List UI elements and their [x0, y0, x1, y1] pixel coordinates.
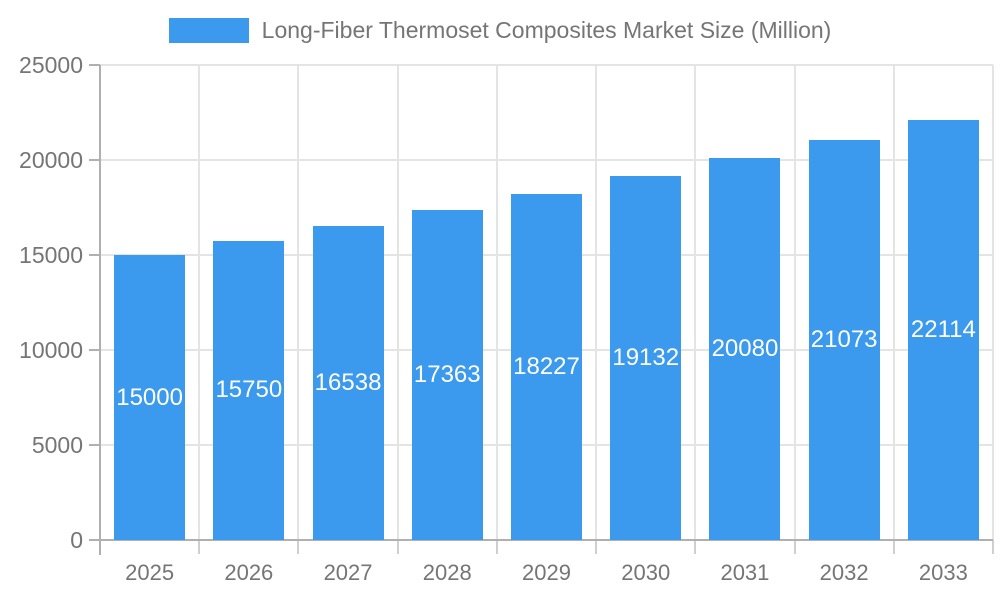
x-gridline — [198, 65, 201, 540]
x-axis-label: 2027 — [323, 560, 373, 585]
bar-value-label: 17363 — [413, 361, 481, 389]
bar-value-label: 15000 — [116, 383, 183, 411]
x-gridline — [297, 65, 300, 540]
y-tick — [89, 444, 100, 446]
x-tick — [198, 540, 201, 554]
y-axis-label: 5000 — [31, 432, 83, 458]
x-axis-label: 2031 — [720, 560, 770, 585]
x-gridline — [892, 65, 895, 540]
x-axis-label: 2029 — [522, 560, 571, 585]
x-axis-label: 2025 — [125, 560, 175, 585]
bar-value-label: 15750 — [215, 376, 283, 404]
x-axis-label: 2026 — [224, 560, 274, 585]
y-tick — [89, 254, 100, 256]
y-axis-label: 0 — [70, 527, 83, 553]
x-gridline — [396, 65, 399, 540]
bar-value-label: 16538 — [314, 368, 382, 396]
bar-2026: 15750 — [213, 240, 285, 540]
x-tick — [297, 540, 300, 554]
x-tick — [892, 540, 895, 554]
y-axis-line — [99, 65, 101, 555]
x-axis-label: 2032 — [819, 560, 869, 585]
x-tick — [396, 540, 399, 554]
bar-2028: 17363 — [411, 210, 483, 540]
y-gridline — [100, 159, 993, 161]
bar-2032: 21073 — [808, 139, 880, 540]
bar-2033: 22114 — [907, 119, 979, 540]
y-axis-label: 25000 — [19, 52, 83, 78]
y-gridline — [100, 64, 993, 66]
x-gridline — [992, 65, 994, 540]
legend-swatch — [168, 17, 249, 43]
x-tick — [992, 540, 994, 554]
x-gridline — [793, 65, 796, 540]
x-tick — [495, 540, 498, 554]
y-axis-label: 20000 — [19, 147, 83, 173]
bar-value-label: 22114 — [910, 315, 976, 343]
y-tick — [89, 159, 100, 161]
bar-2025: 15000 — [114, 255, 186, 540]
x-gridline — [495, 65, 498, 540]
bar-value-label: 20080 — [711, 335, 779, 363]
x-gridline — [595, 65, 598, 540]
bar-2027: 16538 — [312, 225, 384, 540]
legend-label: Long-Fiber Thermoset Composites Market S… — [261, 16, 832, 43]
bar-2031: 20080 — [709, 158, 781, 540]
x-gridline — [694, 65, 697, 540]
bar-2030: 19132 — [610, 176, 682, 540]
x-axis-label: 2033 — [918, 560, 968, 585]
legend: Long-Fiber Thermoset Composites Market S… — [0, 17, 1000, 43]
x-axis-label: 2030 — [621, 560, 671, 585]
bar-value-label: 19132 — [612, 344, 680, 372]
y-tick — [89, 64, 100, 66]
y-tick — [89, 349, 100, 351]
x-axis-line — [89, 539, 993, 541]
y-axis-label: 15000 — [19, 242, 83, 268]
bar-value-label: 18227 — [513, 352, 580, 380]
x-tick — [694, 540, 697, 554]
x-axis-label: 2028 — [422, 560, 472, 585]
x-tick — [595, 540, 598, 554]
x-tick — [793, 540, 796, 554]
bar-value-label: 21073 — [810, 325, 878, 353]
bar-2029: 18227 — [511, 193, 582, 540]
y-axis-label: 10000 — [19, 337, 83, 363]
